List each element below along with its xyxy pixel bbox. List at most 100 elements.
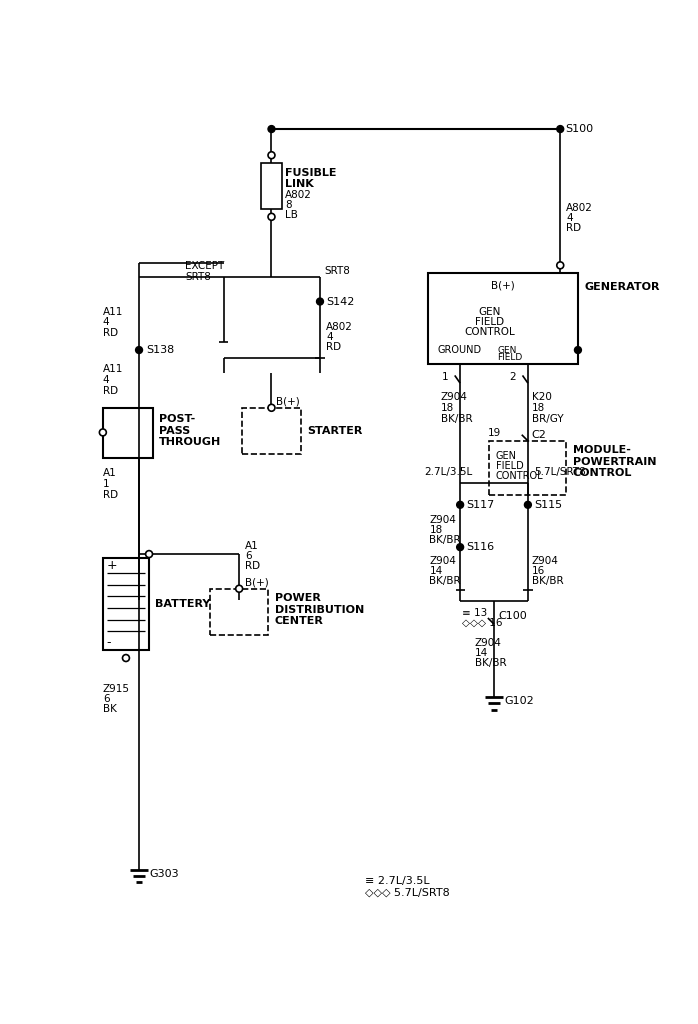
Text: LB: LB	[285, 210, 298, 220]
Text: B(+): B(+)	[245, 578, 269, 588]
Bar	[103, 558, 149, 650]
Circle shape	[524, 502, 531, 508]
Text: CONTROL: CONTROL	[496, 471, 543, 481]
Text: PASS: PASS	[159, 426, 191, 436]
Circle shape	[122, 654, 129, 662]
Text: FIELD: FIELD	[496, 461, 524, 471]
Text: 5.7L/SRT8: 5.7L/SRT8	[534, 468, 586, 477]
Text: THROUGH: THROUGH	[159, 437, 221, 447]
Text: Z904: Z904	[532, 556, 558, 566]
Circle shape	[146, 551, 153, 557]
Text: Z904: Z904	[429, 515, 456, 525]
Text: 2: 2	[509, 372, 516, 382]
Text: S116: S116	[466, 542, 494, 552]
Text: 1: 1	[103, 479, 110, 489]
Text: Z904: Z904	[475, 638, 502, 648]
Text: BR/GY: BR/GY	[532, 414, 563, 424]
Text: 18: 18	[532, 402, 545, 413]
Text: K20: K20	[532, 392, 551, 402]
Text: 14: 14	[429, 566, 443, 577]
Text: 1: 1	[441, 372, 448, 382]
Circle shape	[268, 404, 275, 412]
Text: BK/BR: BK/BR	[532, 577, 563, 586]
Text: GENERATOR: GENERATOR	[584, 282, 660, 292]
Text: CENTER: CENTER	[274, 616, 323, 626]
Text: 6: 6	[245, 551, 252, 561]
Text: LINK: LINK	[285, 179, 314, 188]
Text: RD: RD	[103, 386, 118, 396]
Circle shape	[557, 126, 564, 132]
Text: 8: 8	[285, 201, 292, 210]
Text: STARTER: STARTER	[307, 426, 362, 436]
Circle shape	[316, 298, 323, 305]
Bar	[210, 589, 269, 635]
Text: BK/BR: BK/BR	[441, 414, 473, 424]
Text: B(+): B(+)	[276, 396, 300, 407]
Text: RD: RD	[103, 328, 118, 338]
Circle shape	[456, 544, 463, 551]
Text: Z915: Z915	[103, 684, 130, 694]
Text: C100: C100	[498, 611, 528, 622]
Text: 14: 14	[475, 648, 488, 658]
Text: A1: A1	[245, 542, 259, 551]
Text: RD: RD	[326, 342, 341, 352]
Text: RD: RD	[103, 489, 118, 500]
Text: A1: A1	[103, 468, 117, 478]
Text: BATTERY: BATTERY	[155, 599, 211, 609]
Text: A11: A11	[103, 306, 124, 316]
Text: S138: S138	[147, 345, 175, 355]
Circle shape	[557, 262, 564, 268]
Text: +: +	[107, 559, 117, 572]
Text: 18: 18	[441, 402, 454, 413]
Circle shape	[99, 429, 106, 436]
Text: BK/BR: BK/BR	[429, 536, 461, 545]
Text: S142: S142	[326, 297, 355, 306]
Text: POWER: POWER	[274, 593, 320, 603]
Text: POWERTRAIN: POWERTRAIN	[572, 457, 656, 467]
Text: GEN: GEN	[496, 452, 517, 461]
Text: RD: RD	[245, 561, 260, 571]
Text: 6: 6	[103, 694, 110, 703]
Circle shape	[574, 346, 581, 353]
Text: 2.7L/3.5L: 2.7L/3.5L	[424, 468, 473, 477]
Bar	[261, 163, 282, 209]
Text: FIELD: FIELD	[497, 353, 522, 362]
Text: ◇◇◇ 5.7L/SRT8: ◇◇◇ 5.7L/SRT8	[364, 888, 450, 898]
Text: B(+): B(+)	[491, 281, 514, 291]
Text: C2: C2	[532, 430, 547, 439]
Text: FIELD: FIELD	[475, 316, 504, 327]
Circle shape	[268, 213, 275, 220]
Text: S115: S115	[534, 500, 562, 510]
Text: 4: 4	[326, 332, 333, 342]
Text: BK/BR: BK/BR	[429, 577, 461, 586]
Text: G303: G303	[150, 868, 179, 879]
Text: CONTROL: CONTROL	[464, 327, 514, 337]
Text: Z904: Z904	[429, 556, 456, 566]
Circle shape	[456, 502, 463, 508]
Text: FUSIBLE: FUSIBLE	[285, 168, 337, 178]
Bar	[489, 441, 566, 495]
Circle shape	[268, 126, 275, 132]
Text: 4: 4	[566, 213, 573, 222]
Text: ≡ 2.7L/3.5L: ≡ 2.7L/3.5L	[364, 877, 429, 887]
Bar	[242, 408, 301, 454]
Text: A11: A11	[103, 365, 124, 375]
Text: 16: 16	[532, 566, 545, 577]
Text: S117: S117	[466, 500, 495, 510]
Text: GEN: GEN	[497, 345, 517, 354]
Text: 4: 4	[103, 317, 110, 328]
Circle shape	[135, 346, 142, 353]
Text: Z904: Z904	[441, 392, 468, 402]
Text: A802: A802	[285, 190, 312, 201]
Text: ◇◇◇ 16: ◇◇◇ 16	[461, 617, 502, 628]
Bar	[428, 273, 578, 364]
Text: SRT8: SRT8	[325, 266, 350, 276]
Text: 19: 19	[488, 428, 501, 438]
Bar	[103, 408, 153, 458]
Text: POST-: POST-	[159, 415, 195, 424]
Text: -: -	[107, 636, 111, 649]
Text: MODULE-: MODULE-	[572, 445, 630, 455]
Text: 4: 4	[103, 375, 110, 385]
Text: RD: RD	[566, 222, 581, 232]
Circle shape	[236, 586, 243, 592]
